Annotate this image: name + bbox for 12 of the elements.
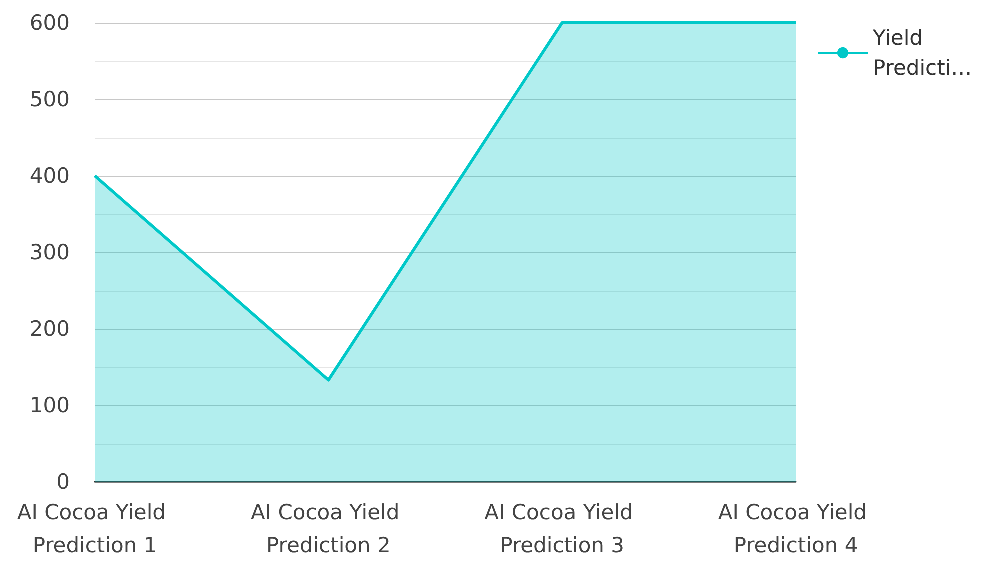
x-tick-label: AI Cocoa Yield Prediction 2	[250, 500, 406, 558]
y-tick-label: 300	[30, 240, 70, 264]
x-tick-label: AI Cocoa Yield Prediction 3	[484, 500, 640, 558]
x-tick-label: AI Cocoa Yield Prediction 4	[718, 500, 874, 558]
y-tick-label: 100	[30, 394, 70, 418]
x-tick-label: AI Cocoa Yield Prediction 1	[17, 500, 173, 558]
legend-label: Yield Predicti…	[872, 26, 972, 80]
y-tick-label: 500	[30, 88, 70, 112]
y-tick-label: 600	[30, 11, 70, 35]
y-tick-label: 200	[30, 317, 70, 341]
y-tick-label: 0	[56, 470, 70, 494]
y-tick-label: 400	[30, 164, 70, 188]
